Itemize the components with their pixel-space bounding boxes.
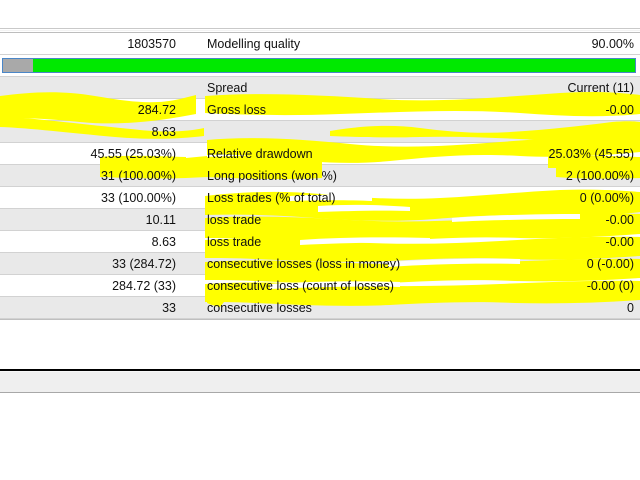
cell-left-value: 33 (284.72)	[112, 256, 176, 271]
bottom-separator-rule	[0, 369, 640, 371]
table-row[interactable]: 8.63 loss trade -0.00	[0, 231, 640, 253]
table-row[interactable]: 284.72 (33) consecutive loss (count of lo…	[0, 275, 640, 297]
cell-left-value: 33	[162, 300, 176, 315]
top-whitespace	[0, 0, 640, 28]
cell-metric-label: Gross loss	[207, 102, 267, 117]
cell-right-value: 0 (0.00%)	[579, 190, 634, 205]
cell-left-value: 284.72	[137, 102, 176, 117]
cell-right-value: 0 (-0.00)	[586, 256, 634, 271]
bottom-whitespace	[0, 394, 640, 480]
progress-bar-grey-segment	[3, 59, 33, 72]
cell-left-value: 8.63	[151, 124, 176, 139]
column-header-current: Current (11)	[567, 80, 634, 95]
table-row[interactable]: 1803570 Modelling quality 90.00%	[0, 33, 640, 55]
cell-right-value: 90.00%	[591, 36, 634, 51]
cell-left-value: 1803570	[127, 36, 176, 51]
cell-metric-label: consecutive loss (count of losses)	[207, 278, 394, 293]
cell-metric-label: consecutive losses (loss in money)	[207, 256, 401, 271]
cell-right-value: 2 (100.00%)	[565, 168, 634, 183]
bottom-strip-highlight	[0, 371, 640, 372]
cell-left-value: 284.72 (33)	[112, 278, 176, 293]
cell-metric-label: Loss trades (% of total)	[207, 190, 336, 205]
table-row[interactable]: 31 (100.00%) Long positions (won %) 2 (100…	[0, 165, 640, 187]
bottom-toolbar-strip[interactable]	[0, 371, 640, 393]
cell-metric-label: Relative drawdown	[207, 146, 313, 161]
table-row[interactable]: 284.72 Gross loss -0.00	[0, 99, 640, 121]
cell-right-value: -0.00	[605, 102, 635, 117]
table-row[interactable]: 10.11 loss trade -0.00	[0, 209, 640, 231]
table-row[interactable]: 8.63	[0, 121, 640, 143]
table-row[interactable]: 33 (100.00%) Loss trades (% of total) 0 (0…	[0, 187, 640, 209]
column-header-label: Spread	[207, 80, 248, 95]
cell-metric-label: loss trade	[207, 212, 262, 227]
cell-right-value: 0	[627, 300, 634, 315]
table-row[interactable]: 33 consecutive losses 0	[0, 297, 640, 319]
report-table: 1803570 Modelling quality 90.00% Spread Curr…	[0, 33, 640, 320]
cell-metric-label: Long positions (won %)	[207, 168, 337, 183]
table-row[interactable]: 45.55 (25.03%) Relative drawdown 25.03% (4…	[0, 143, 640, 165]
modelling-quality-progress-bar	[2, 58, 636, 73]
cell-left-value: 10.11	[145, 212, 176, 227]
cell-right-value: -0.00	[605, 234, 635, 249]
cell-metric-label: loss trade	[207, 234, 262, 249]
cell-right-value: 25.03% (45.55)	[548, 146, 634, 161]
cell-left-value: 33 (100.00%)	[100, 190, 176, 205]
cell-right-value: -0.00	[605, 212, 635, 227]
report-pane-top-border	[0, 28, 640, 33]
cell-left-value: 31 (100.00%)	[100, 168, 176, 183]
modelling-quality-progress-row[interactable]	[0, 55, 640, 77]
cell-metric-label: Modelling quality	[207, 36, 301, 51]
cell-left-value: 45.55 (25.03%)	[90, 146, 176, 161]
cell-left-value: 8.63	[151, 234, 176, 249]
table-row[interactable]: 33 (284.72) consecutive losses (loss in m…	[0, 253, 640, 275]
table-row[interactable]: Spread Current (11)	[0, 77, 640, 99]
cell-right-value: -0.00 (0)	[586, 278, 634, 293]
cell-metric-label: consecutive losses	[207, 300, 312, 315]
